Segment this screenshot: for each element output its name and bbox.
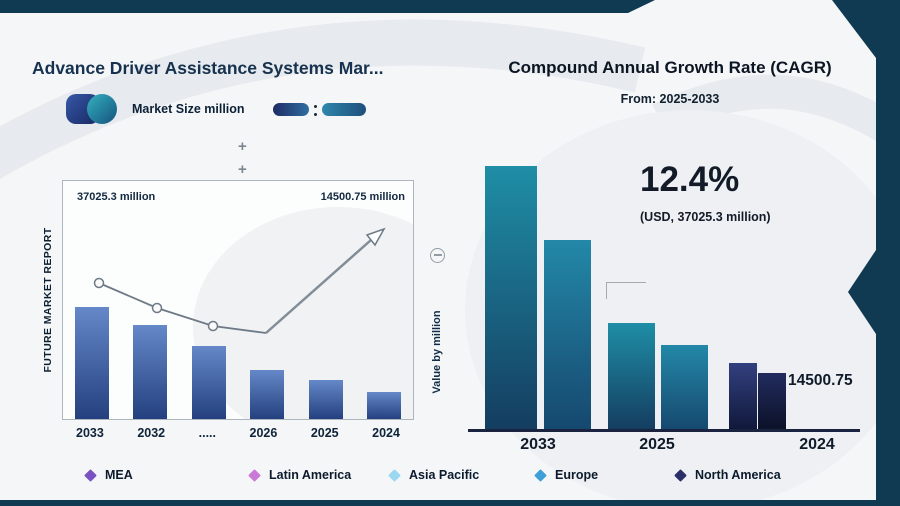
x-tick: 2025 [310,426,339,440]
legend-diamond [84,468,97,482]
legend-label: MEA [105,468,133,482]
legend-item: Asia Pacific [388,468,480,482]
plus-mark-icon[interactable]: + [238,138,247,155]
cagr-value: 12.4% [640,160,740,199]
end-value-label: 14500.75 [788,372,853,389]
left-bar [366,392,401,419]
x-axis-line [468,429,860,432]
legend-label: Latin America [269,468,352,482]
right-bar-group [608,323,708,430]
legend-label: North America [695,468,781,482]
x-tick: 2024 [799,436,835,453]
left-bar [308,380,343,419]
left-bar [133,325,168,419]
market-size-chart: 37025.3 million 14500.75 million [62,180,414,420]
legend-item: Latin America [248,468,352,482]
x-tick: 2024 [372,426,400,440]
plus-mark-icon[interactable]: + [238,161,247,178]
right-bar [758,373,786,430]
cagr-title: Compound Annual Growth Rate (CAGR) [508,58,832,77]
right-bar [608,323,655,430]
x-tick: ..... [198,426,216,440]
market-size-legend: Market Size million [66,92,366,126]
right-bar-group [729,363,786,430]
bottom-frame-band [0,500,900,506]
zoom-out-icon[interactable] [430,248,445,263]
right-bar [544,240,591,430]
x-tick: 2033 [520,436,556,453]
cagr-detail: (USD, 37025.3 million) [640,210,771,224]
cagr-subtitle: From: 2025-2033 [620,92,720,106]
x-tick: 2026 [249,426,278,440]
legend-label: Europe [555,468,599,482]
page-title: Advance Driver Assistance Systems Mar... [32,58,384,78]
x-tick: 2025 [639,436,675,453]
right-bar [485,166,537,430]
legend-label: Asia Pacific [409,468,480,482]
left-x-axis: 2033 2032 ..... 2026 2025 2024 [62,426,414,440]
right-frame-band [832,0,900,506]
left-bar [191,346,226,419]
ratio-pills-icon [272,102,366,116]
legend-item: Europe [534,468,599,482]
right-bar-group [485,166,591,430]
legend-diamond [534,468,547,482]
legend-diamond [674,468,687,482]
legend-item: North America [674,468,781,482]
legend-diamond [248,468,261,482]
x-tick: 2032 [137,426,166,440]
max-value-label: 37025.3 million [77,191,156,203]
legend-diamond [388,468,401,482]
left-bar [250,370,285,419]
left-bar [75,307,109,419]
top-frame-band [0,0,655,13]
trend-line-arrow [93,227,386,334]
x-tick: 2033 [76,426,104,440]
right-bar [729,363,757,430]
database-cylinder-icon [66,92,120,126]
market-size-legend-label: Market Size million [132,102,245,116]
min-value-label: 14500.75 million [320,191,405,203]
step-bracket [606,282,646,299]
legend-item: MEA [84,468,133,482]
left-bar-row [75,307,401,419]
right-bar [661,345,708,430]
